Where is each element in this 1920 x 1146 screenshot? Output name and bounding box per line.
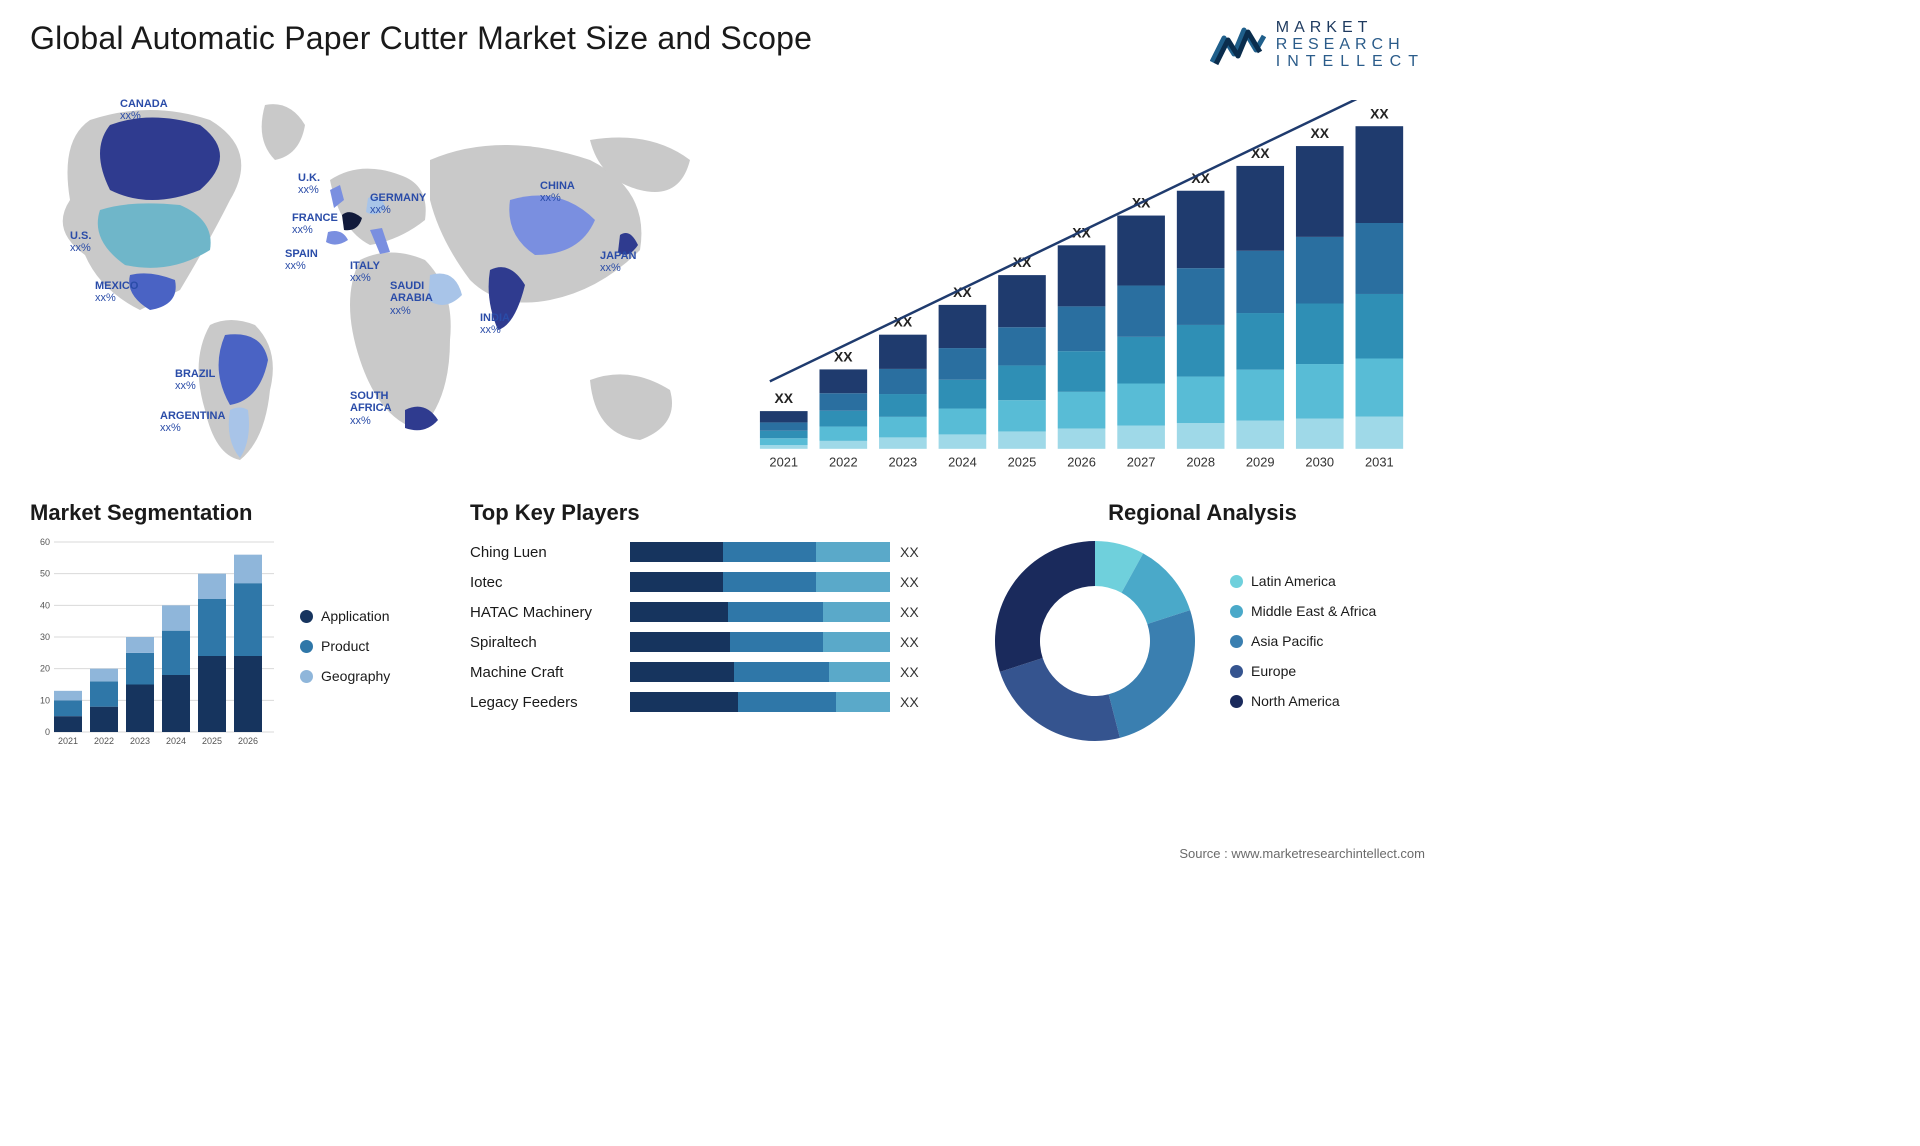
key-player-value: XX [900, 664, 919, 680]
key-player-name: Spiraltech [470, 634, 620, 651]
svg-text:30: 30 [40, 632, 50, 642]
key-player-name: Ching Luen [470, 544, 620, 561]
key-player-row: Machine Craft XX [470, 662, 950, 682]
key-player-row: HATAC Machinery XX [470, 602, 950, 622]
logo-text-1: MARKET [1276, 20, 1425, 37]
key-player-row: Legacy Feeders XX [470, 692, 950, 712]
map-label: U.S.xx% [70, 230, 91, 254]
svg-text:XX: XX [1370, 106, 1389, 122]
svg-text:2023: 2023 [130, 736, 150, 746]
segmentation-title: Market Segmentation [30, 500, 440, 526]
svg-text:60: 60 [40, 537, 50, 547]
svg-text:2024: 2024 [948, 455, 977, 470]
legend-item: Application [300, 608, 390, 624]
svg-text:2022: 2022 [829, 455, 858, 470]
svg-text:2021: 2021 [58, 736, 78, 746]
map-label: U.K.xx% [298, 172, 320, 196]
svg-text:2030: 2030 [1305, 455, 1334, 470]
map-label: INDIAxx% [480, 312, 510, 336]
svg-text:2029: 2029 [1246, 455, 1275, 470]
key-player-row: Spiraltech XX [470, 632, 950, 652]
key-player-row: Iotec XX [470, 572, 950, 592]
segmentation-legend: Application Product Geography [300, 536, 390, 756]
map-label: BRAZILxx% [175, 368, 215, 392]
map-label: SOUTHAFRICAxx% [350, 390, 392, 426]
regional-title: Regional Analysis [980, 500, 1425, 526]
key-players-chart: Ching LuenXXIotecXXHATAC MachineryXXSpir… [470, 536, 950, 712]
page-title: Global Automatic Paper Cutter Market Siz… [30, 20, 812, 57]
legend-item: Geography [300, 668, 390, 684]
key-player-value: XX [900, 634, 919, 650]
svg-text:2024: 2024 [166, 736, 186, 746]
legend-item: Asia Pacific [1230, 633, 1376, 649]
key-player-name: Machine Craft [470, 664, 620, 681]
svg-text:2026: 2026 [1067, 455, 1096, 470]
legend-item: Middle East & Africa [1230, 603, 1376, 619]
legend-item: Product [300, 638, 390, 654]
map-label: MEXICOxx% [95, 280, 138, 304]
key-player-value: XX [900, 604, 919, 620]
key-player-value: XX [900, 574, 919, 590]
growth-chart: XX2021XX2022XX2023XX2024XX2025XX2026XX20… [750, 80, 1425, 480]
map-label: GERMANYxx% [370, 192, 426, 216]
map-label: ITALYxx% [350, 260, 380, 284]
svg-text:XX: XX [774, 391, 793, 407]
key-player-value: XX [900, 544, 919, 560]
map-label: FRANCExx% [292, 212, 338, 236]
svg-text:50: 50 [40, 569, 50, 579]
key-player-name: Legacy Feeders [470, 694, 620, 711]
svg-text:20: 20 [40, 664, 50, 674]
segmentation-chart: 0 10 20 30 40 50 60 2021 2022 2023 2024 2025 2026 [30, 536, 280, 756]
legend-item: Latin America [1230, 573, 1376, 589]
map-label: JAPANxx% [600, 250, 636, 274]
map-label: CANADAxx% [120, 98, 168, 122]
svg-text:2025: 2025 [202, 736, 222, 746]
svg-text:0: 0 [45, 727, 50, 737]
svg-text:2027: 2027 [1127, 455, 1156, 470]
key-players-title: Top Key Players [470, 500, 950, 526]
source-text: Source : www.marketresearchintellect.com [1179, 846, 1425, 861]
logo-text-2: RESEARCH [1276, 37, 1425, 54]
key-player-row: Ching Luen XX [470, 542, 950, 562]
svg-text:40: 40 [40, 601, 50, 611]
world-map: CANADAxx% U.S.xx% MEXICOxx% BRAZILxx% ARGENT… [30, 80, 720, 480]
svg-text:2028: 2028 [1186, 455, 1215, 470]
map-label: ARGENTINAxx% [160, 410, 225, 434]
legend-item: North America [1230, 693, 1376, 709]
map-label: CHINAxx% [540, 180, 575, 204]
legend-item: Europe [1230, 663, 1376, 679]
logo-text-3: INTELLECT [1276, 54, 1425, 71]
map-label: SPAINxx% [285, 248, 318, 272]
svg-text:2031: 2031 [1365, 455, 1394, 470]
svg-text:XX: XX [1311, 126, 1330, 142]
svg-text:XX: XX [834, 349, 853, 365]
brand-logo: MARKET RESEARCH INTELLECT [1210, 20, 1425, 70]
regional-donut [980, 536, 1210, 746]
svg-text:2022: 2022 [94, 736, 114, 746]
svg-text:2025: 2025 [1008, 455, 1037, 470]
map-label: SAUDIARABIAxx% [390, 280, 433, 316]
logo-mark-icon [1210, 24, 1266, 66]
svg-text:2023: 2023 [889, 455, 918, 470]
key-player-name: HATAC Machinery [470, 604, 620, 621]
key-player-value: XX [900, 694, 919, 710]
svg-text:2021: 2021 [769, 455, 798, 470]
svg-text:2026: 2026 [238, 736, 258, 746]
svg-text:10: 10 [40, 696, 50, 706]
regional-legend: Latin America Middle East & Africa Asia Pa… [1230, 573, 1376, 709]
key-player-name: Iotec [470, 574, 620, 591]
